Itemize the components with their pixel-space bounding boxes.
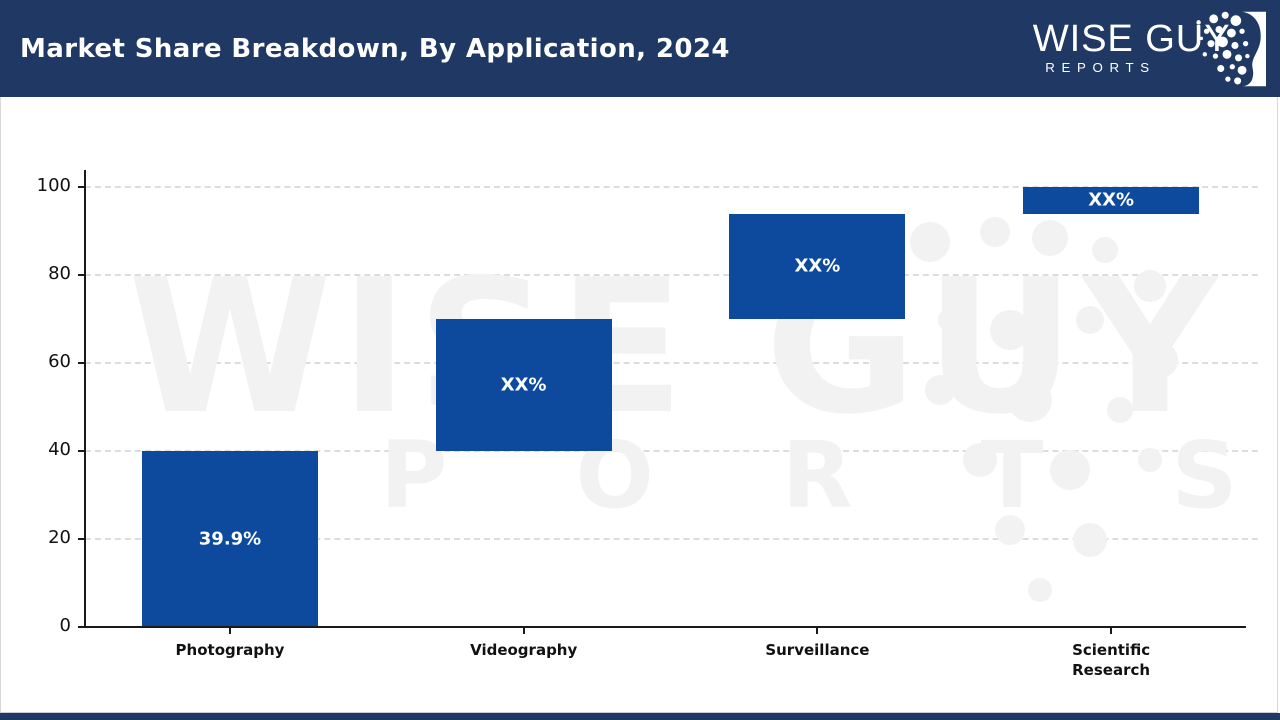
bar-photography bbox=[142, 451, 318, 627]
x-tick-label-scientific-research: Scientific Research bbox=[1072, 641, 1151, 680]
logo-wordmark: WISE GUY bbox=[1033, 16, 1231, 59]
y-tick-label-20: 20 bbox=[48, 527, 71, 548]
bar-label-photography: 39.9% bbox=[198, 528, 262, 550]
watermark-dot bbox=[1050, 450, 1090, 490]
watermark-dot bbox=[925, 375, 955, 405]
y-tick-label-100: 100 bbox=[36, 175, 71, 196]
x-tick-label-photography: Photography bbox=[175, 641, 285, 659]
watermark-dot bbox=[1073, 523, 1107, 557]
bar-label-scientific-research: XX% bbox=[1088, 189, 1134, 211]
wise-guy-reports-logo: WISE GUY REPORTS bbox=[1033, 11, 1266, 86]
watermark-dot bbox=[1092, 237, 1118, 263]
bar-surveillance bbox=[729, 213, 906, 319]
watermark-dot bbox=[980, 217, 1010, 247]
watermark-dot bbox=[910, 222, 950, 262]
x-tick-label-surveillance: Surveillance bbox=[765, 641, 870, 659]
x-tick-surveillance bbox=[816, 627, 819, 634]
x-tick-label-videography: Videography bbox=[470, 641, 578, 659]
watermark-dot bbox=[1134, 270, 1166, 302]
x-axis bbox=[84, 626, 1246, 628]
bar-scientific-research bbox=[1023, 187, 1200, 214]
watermark-dot bbox=[990, 310, 1030, 350]
watermark-dot bbox=[1032, 220, 1068, 256]
gridline-80 bbox=[85, 274, 1258, 276]
footer-bar bbox=[0, 713, 1280, 720]
watermark-dot bbox=[995, 515, 1025, 545]
wise-guy-face-icon bbox=[1196, 11, 1266, 86]
logo-subtitle: REPORTS bbox=[1045, 60, 1156, 75]
gridline-20 bbox=[85, 538, 1258, 540]
y-tick-0 bbox=[78, 626, 85, 628]
watermark-dot bbox=[1138, 448, 1162, 472]
y-tick-label-80: 80 bbox=[48, 263, 71, 284]
bar-videography bbox=[435, 319, 612, 452]
y-tick-40 bbox=[78, 450, 85, 452]
gridline-40 bbox=[85, 450, 1258, 452]
y-tick-20 bbox=[78, 538, 85, 540]
header: Market Share Breakdown, By Application, … bbox=[0, 0, 1280, 97]
x-tick-scientific-research bbox=[1110, 627, 1113, 634]
y-tick-100 bbox=[78, 186, 85, 188]
y-tick-label-0: 0 bbox=[59, 615, 71, 636]
bar-label-surveillance: XX% bbox=[794, 255, 841, 277]
x-tick-videography bbox=[522, 627, 525, 634]
watermark-dot bbox=[1028, 578, 1052, 602]
watermark-dot bbox=[1076, 306, 1104, 334]
watermark-dot bbox=[1008, 378, 1052, 422]
gridline-100 bbox=[85, 186, 1258, 188]
watermark-dot bbox=[938, 308, 962, 332]
x-tick-photography bbox=[229, 627, 231, 634]
watermark-dot bbox=[1107, 397, 1133, 423]
y-tick-60 bbox=[78, 362, 85, 364]
y-axis bbox=[84, 170, 86, 627]
y-tick-label-60: 60 bbox=[48, 351, 71, 372]
y-tick-label-40: 40 bbox=[48, 439, 71, 460]
watermark-text: WISE GUY bbox=[128, 239, 1225, 455]
page-title: Market Share Breakdown, By Application, … bbox=[20, 33, 730, 64]
watermark-dot bbox=[1142, 342, 1178, 378]
bar-label-videography: XX% bbox=[500, 374, 547, 396]
y-tick-80 bbox=[78, 274, 85, 276]
watermark-dot bbox=[963, 443, 997, 477]
gridline-60 bbox=[85, 362, 1258, 364]
